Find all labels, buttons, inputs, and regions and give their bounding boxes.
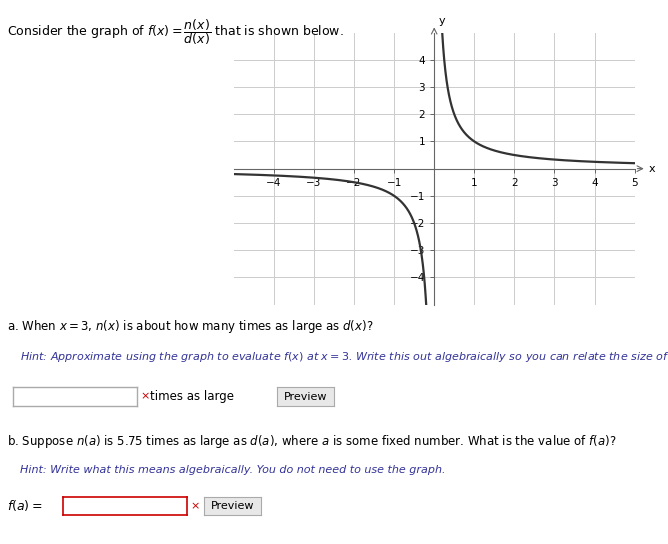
Text: Preview: Preview	[210, 501, 254, 511]
Text: y: y	[438, 16, 445, 26]
Text: c. Suppose $d(b)$ is 2 times as large as $n(b)$, where $b$ is some fixed number.: c. Suppose $d(b)$ is 2 times as large as…	[7, 542, 599, 544]
Text: $f(a) = $: $f(a) = $	[7, 498, 42, 514]
Text: a. When $x = 3$, $n(x)$ is about how many times as large as $d(x)$?: a. When $x = 3$, $n(x)$ is about how man…	[7, 318, 373, 335]
Text: times as large: times as large	[150, 390, 234, 403]
Text: Hint: Write what this means algebraically. You do not need to use the graph.: Hint: Write what this means algebraicall…	[20, 465, 446, 474]
Text: Consider the graph of $f(x) = \dfrac{n(x)}{d(x)}$ that is shown below.: Consider the graph of $f(x) = \dfrac{n(x…	[7, 17, 343, 47]
Text: Hint: Approximate using the graph to evaluate $f(x)$ at $x = 3$. Write this out : Hint: Approximate using the graph to eva…	[20, 350, 668, 364]
Text: x: x	[649, 164, 655, 174]
Text: $\times$: $\times$	[190, 500, 200, 511]
Text: b. Suppose $n(a)$ is 5.75 times as large as $d(a)$, where $a$ is some fixed numb: b. Suppose $n(a)$ is 5.75 times as large…	[7, 433, 617, 450]
Text: $\times$: $\times$	[140, 391, 150, 402]
Text: Preview: Preview	[284, 392, 327, 401]
